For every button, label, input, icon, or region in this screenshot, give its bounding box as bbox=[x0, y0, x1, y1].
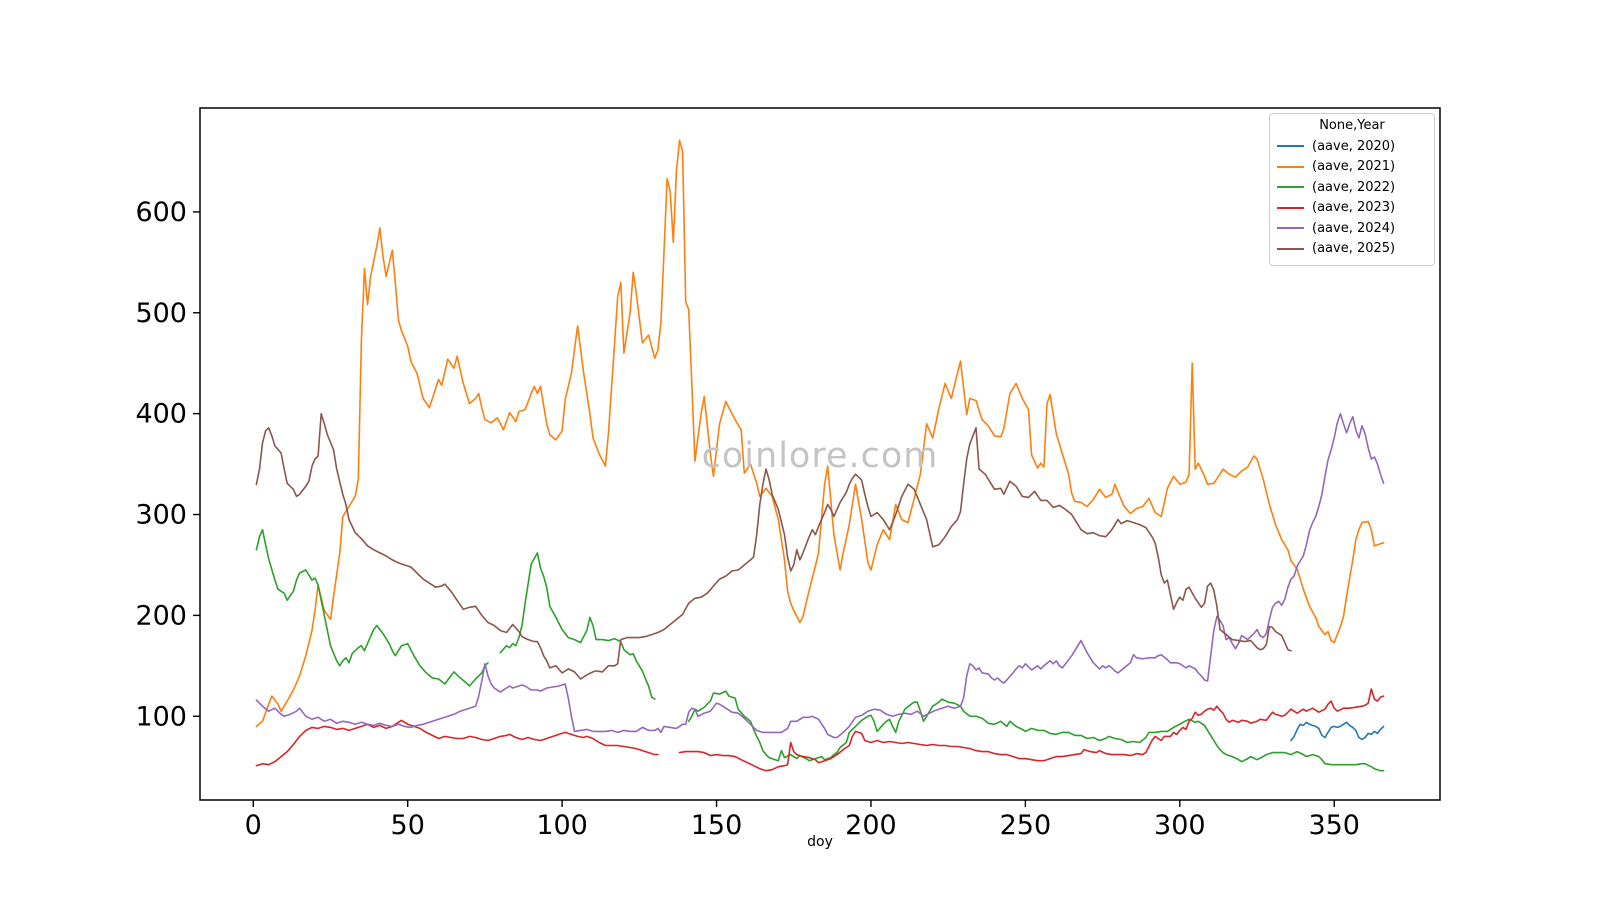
series-lines bbox=[255, 139, 1385, 772]
series-line-aave-2022 bbox=[687, 690, 1385, 772]
legend-entry-label: (aave, 2020) bbox=[1312, 138, 1396, 154]
legend-entry: (aave, 2022) bbox=[1277, 177, 1427, 198]
series-line-aave-2021 bbox=[255, 139, 1385, 728]
legend-line-swatch bbox=[1277, 247, 1304, 250]
series-line-aave-2025 bbox=[255, 412, 1292, 680]
legend-entry: (aave, 2025) bbox=[1277, 239, 1427, 260]
legend: None,Year (aave, 2020) (aave, 2021) (aave,… bbox=[1269, 113, 1435, 266]
series-line-aave-2022 bbox=[255, 528, 489, 687]
x-tick-label: 100 bbox=[536, 810, 588, 841]
watermark: coinlore.com bbox=[701, 436, 939, 476]
legend-line-swatch bbox=[1277, 145, 1304, 148]
legend-entry-label: (aave, 2025) bbox=[1312, 241, 1396, 257]
y-tick-label: 600 bbox=[135, 197, 187, 228]
legend-entry-label: (aave, 2021) bbox=[1312, 159, 1396, 175]
x-tick-label: 350 bbox=[1308, 810, 1360, 841]
series-line-aave-2023 bbox=[255, 719, 659, 767]
legend-entry-label: (aave, 2024) bbox=[1312, 220, 1396, 236]
legend-title: None,Year bbox=[1319, 118, 1385, 133]
legend-entries: (aave, 2020) (aave, 2021) (aave, 2022) (aav… bbox=[1277, 136, 1427, 259]
legend-entry: (aave, 2023) bbox=[1277, 198, 1427, 219]
x-tick-label: 300 bbox=[1154, 810, 1206, 841]
legend-line-swatch bbox=[1277, 165, 1304, 168]
x-axis-label: doy bbox=[807, 834, 833, 850]
legend-line-swatch bbox=[1277, 227, 1304, 230]
legend-entry: (aave, 2024) bbox=[1277, 218, 1427, 239]
series-line-aave-2020 bbox=[1290, 721, 1385, 742]
legend-entry-label: (aave, 2023) bbox=[1312, 200, 1396, 216]
x-tick-label: 200 bbox=[845, 810, 897, 841]
series-line-aave-2022 bbox=[499, 552, 656, 700]
legend-line-swatch bbox=[1277, 186, 1304, 189]
x-tick-label: 50 bbox=[391, 810, 425, 841]
legend-line-swatch bbox=[1277, 206, 1304, 209]
legend-entry: (aave, 2021) bbox=[1277, 157, 1427, 178]
legend-entry-label: (aave, 2022) bbox=[1312, 179, 1396, 195]
x-tick-label: 150 bbox=[691, 810, 743, 841]
x-tick-label: 0 bbox=[245, 810, 262, 841]
y-tick-label: 500 bbox=[135, 298, 187, 329]
y-tick-label: 400 bbox=[135, 399, 187, 430]
legend-entry: (aave, 2020) bbox=[1277, 136, 1427, 157]
series-line-aave-2024 bbox=[255, 412, 1385, 739]
y-tick-label: 100 bbox=[135, 701, 187, 732]
y-tick-label: 300 bbox=[135, 500, 187, 531]
plot-frame bbox=[199, 107, 1441, 801]
axis-ticks: 0 50 100 150 200 250 300 350 100 200 300 400 500 600 bbox=[135, 197, 1360, 841]
x-tick-label: 250 bbox=[1000, 810, 1052, 841]
y-tick-label: 200 bbox=[135, 600, 187, 631]
series-line-aave-2023 bbox=[678, 688, 1385, 772]
